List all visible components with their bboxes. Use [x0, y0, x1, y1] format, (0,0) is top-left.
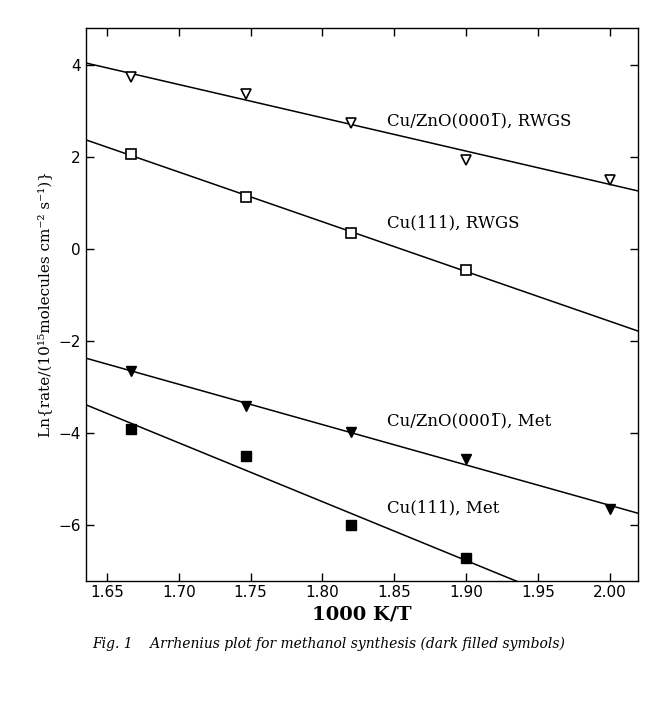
Text: Cu/ZnO(0001̅), RWGS: Cu/ZnO(0001̅), RWGS: [387, 113, 571, 130]
X-axis label: 1000 K/T: 1000 K/T: [312, 606, 412, 624]
Text: Cu(111), RWGS: Cu(111), RWGS: [387, 214, 520, 231]
Text: Cu/ZnO(0001̅), Met: Cu/ZnO(0001̅), Met: [387, 412, 551, 429]
Text: Cu(111), Met: Cu(111), Met: [387, 499, 499, 516]
Y-axis label: Ln{rate/(10¹⁵molecules cm⁻² s⁻¹)}: Ln{rate/(10¹⁵molecules cm⁻² s⁻¹)}: [38, 171, 53, 438]
Text: Fig. 1    Arrhenius plot for methanol synthesis (dark filled symbols): Fig. 1 Arrhenius plot for methanol synth…: [93, 636, 565, 651]
